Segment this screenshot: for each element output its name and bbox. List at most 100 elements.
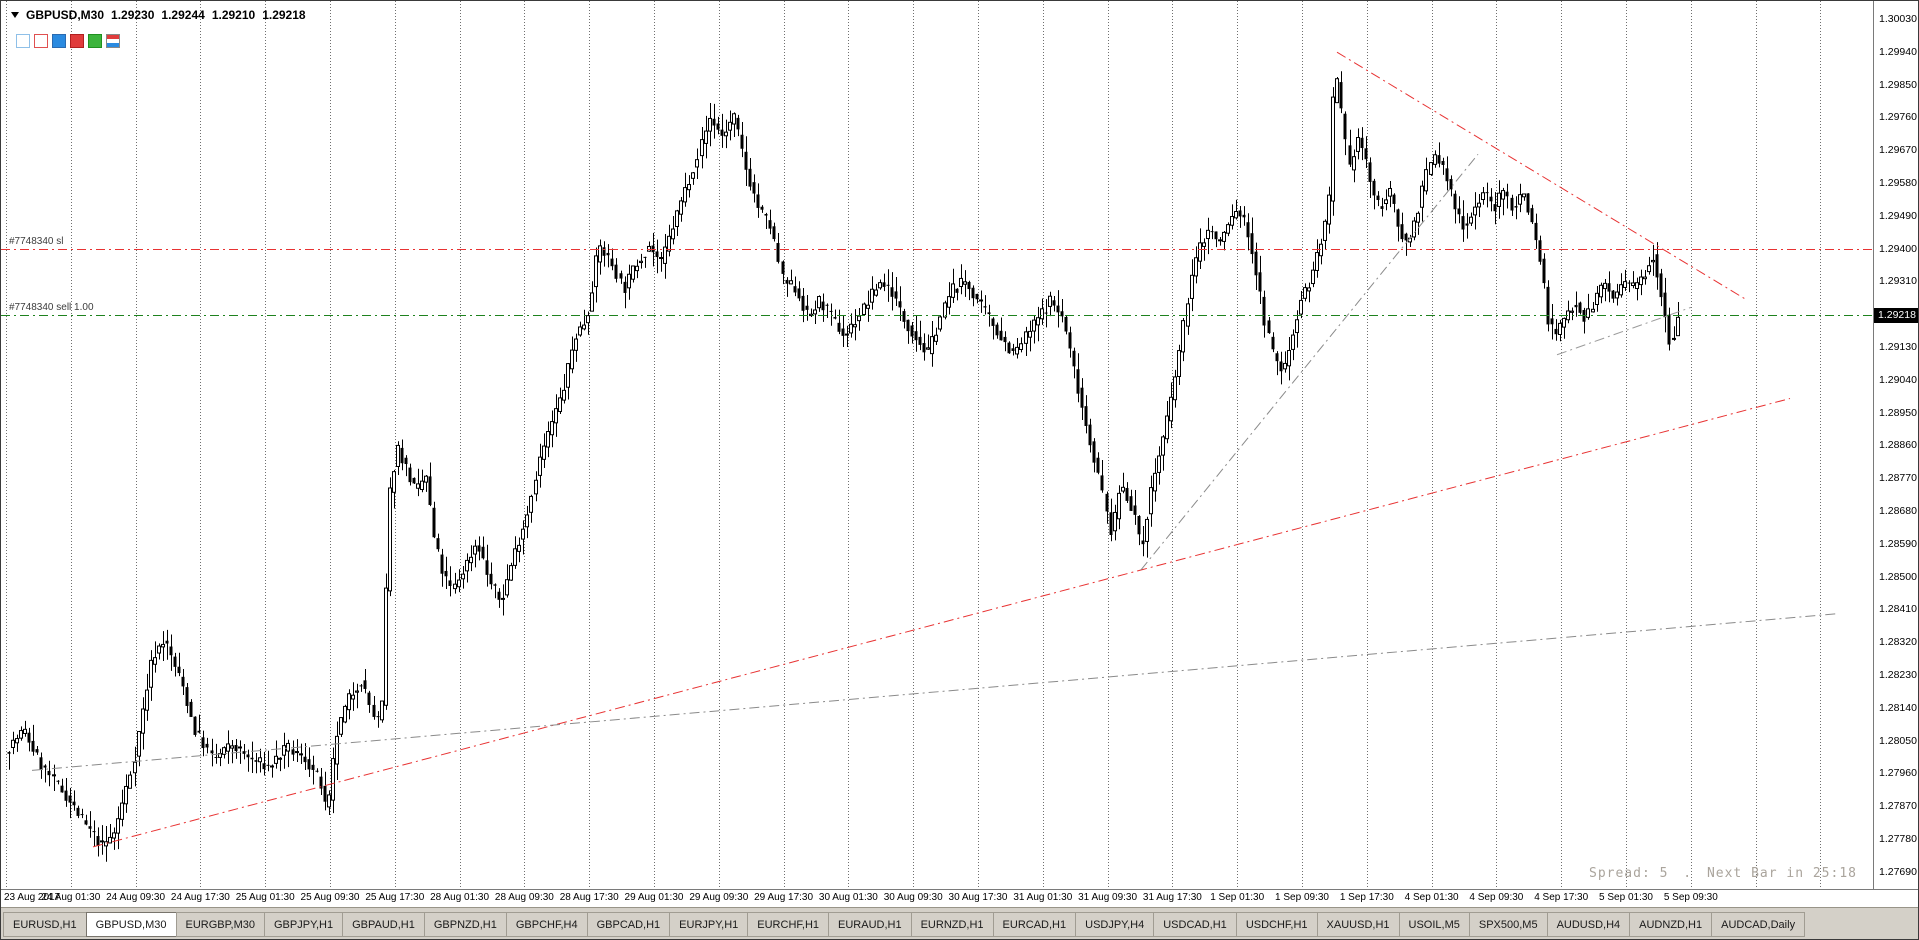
chart-tab-gbpaud-h1[interactable]: GBPAUD,H1: [342, 912, 424, 937]
price-axis-label: 1.27960: [1879, 767, 1917, 780]
price-axis-label: 1.29310: [1879, 275, 1917, 288]
current-price-tag: 1.29218: [1874, 307, 1918, 323]
chart-ohlc-header: GBPUSD,M30 1.29230 1.29244 1.29210 1.292…: [11, 8, 306, 22]
price-axis-label: 1.28590: [1879, 537, 1917, 550]
ohlc-low-value: 1.29210: [211, 8, 256, 22]
flag-stripe: [107, 35, 119, 39]
time-axis-label: 28 Aug 09:30: [494, 892, 554, 903]
chart-tab-usoil-m5[interactable]: USOIL,M5: [1398, 912, 1469, 937]
chart-tab-eurgbp-m30[interactable]: EURGBP,M30: [175, 912, 264, 937]
price-axis-label: 1.29850: [1879, 78, 1917, 91]
chart-tab-eurjpy-h1[interactable]: EURJPY,H1: [669, 912, 748, 937]
candles: [7, 71, 1680, 862]
time-axis-label: 30 Aug 17:30: [948, 892, 1008, 903]
price-axis-label: 1.28050: [1879, 734, 1917, 747]
price-axis-label: 1.29040: [1879, 373, 1917, 386]
chart-tab-gbpnzd-h1[interactable]: GBPNZD,H1: [423, 912, 506, 937]
price-axis-label: 1.28770: [1879, 472, 1917, 485]
order-lines: [1, 249, 1873, 316]
time-axis-label: 23 Aug 2017: [4, 892, 61, 903]
chart-tab-gbpchf-h4[interactable]: GBPCHF,H4: [505, 912, 587, 937]
chart-tab-gbpusd-m30[interactable]: GBPUSD,M30: [85, 912, 176, 937]
time-axis-label: 4 Sep 17:30: [1534, 892, 1589, 903]
object-blue-icon[interactable]: [52, 34, 66, 48]
chart-tab-euraud-h1[interactable]: EURAUD,H1: [828, 912, 911, 937]
spread-label: Spread: 5: [1589, 866, 1669, 881]
time-axis-label: 29 Aug 09:30: [689, 892, 749, 903]
chart-tab-eurusd-h1[interactable]: EURUSD,H1: [3, 912, 86, 937]
grid-lines: [6, 1, 1821, 889]
time-axis-label: 5 Sep 09:30: [1663, 892, 1718, 903]
chart-tab-spx500-m5[interactable]: SPX500,M5: [1468, 912, 1547, 937]
chart-tab-usdjpy-h4[interactable]: USDJPY,H4: [1075, 912, 1154, 937]
chart-tab-audusd-h4[interactable]: AUDUSD,H4: [1546, 912, 1630, 937]
time-axis-label: 29 Aug 17:30: [754, 892, 814, 903]
chart-tab-usdcad-h1[interactable]: USDCAD,H1: [1153, 912, 1236, 937]
time-axis-label: 24 Aug 01:30: [41, 892, 101, 903]
price-axis-label: 1.30030: [1879, 12, 1917, 25]
price-axis-label: 1.29940: [1879, 45, 1917, 58]
price-axis[interactable]: 1.30030 1.29940 1.29850 1.29760 1.29670 1.295…: [1873, 1, 1918, 889]
chart-tab-gbpcad-h1[interactable]: GBPCAD,H1: [586, 912, 670, 937]
chart-object-toolbar: [16, 34, 120, 48]
time-axis-label: 1 Sep 17:30: [1339, 892, 1394, 903]
object-flag-icon[interactable]: [106, 34, 120, 48]
price-axis-label: 1.28500: [1879, 570, 1917, 583]
chart-tab-eurnzd-h1[interactable]: EURNZD,H1: [910, 912, 993, 937]
symbol-period-label: GBPUSD,M30: [26, 8, 105, 22]
trendline-long-ascending-gray: [31, 613, 1840, 771]
ohlc-open-value: 1.29230: [111, 8, 155, 22]
time-axis-label: 25 Aug 09:30: [300, 892, 360, 903]
symbol-dropdown-icon[interactable]: [11, 12, 19, 18]
trendline-steep-ascending-gray: [1140, 153, 1479, 571]
object-green-icon[interactable]: [88, 34, 102, 48]
chart-tab-eurcad-h1[interactable]: EURCAD,H1: [992, 912, 1076, 937]
trendline-minor-ascending-gray: [1556, 306, 1692, 356]
status-separator: .: [1683, 866, 1693, 881]
ohlc-high-value: 1.29244: [161, 8, 205, 22]
chart-tab-usdchf-h1[interactable]: USDCHF,H1: [1235, 912, 1317, 937]
time-axis[interactable]: 23 Aug 2017 24 Aug 01:30 24 Aug 09:30 24 Au…: [1, 889, 1918, 907]
time-axis-label: 24 Aug 17:30: [170, 892, 230, 903]
order-line-label-1: #7748340 sell 1.00: [9, 301, 94, 313]
order-line-label-0: #7748340 sl: [9, 235, 64, 247]
price-axis-label: 1.28230: [1879, 669, 1917, 682]
object-red-icon[interactable]: [70, 34, 84, 48]
time-axis-label: 25 Aug 01:30: [235, 892, 295, 903]
price-axis-label: 1.29490: [1879, 209, 1917, 222]
price-axis-label: 1.29760: [1879, 111, 1917, 124]
chart-tab-eurchf-h1[interactable]: EURCHF,H1: [747, 912, 829, 937]
price-axis-label: 1.27870: [1879, 800, 1917, 813]
price-axis-label: 1.28680: [1879, 505, 1917, 517]
time-axis-label: 31 Aug 09:30: [1078, 892, 1138, 903]
price-axis-label: 1.29130: [1879, 340, 1917, 353]
price-axis-label: 1.28320: [1879, 636, 1917, 649]
object-white-icon[interactable]: [16, 34, 30, 48]
chart-tab-audnzd-h1[interactable]: AUDNZD,H1: [1629, 912, 1712, 937]
time-axis-label: 1 Sep 09:30: [1275, 892, 1329, 903]
ohlc-close-value: 1.29218: [262, 8, 306, 22]
chart-tab-gbpjpy-h1[interactable]: GBPJPY,H1: [264, 912, 343, 937]
price-axis-label: 1.29580: [1879, 176, 1917, 189]
flag-stripe: [107, 39, 119, 43]
price-axis-label: 1.29400: [1879, 242, 1917, 255]
price-axis-label: 1.28860: [1879, 439, 1917, 452]
object-red-outline-icon[interactable]: [34, 34, 48, 48]
chart-tab-xauusd-h1[interactable]: XAUUSD,H1: [1316, 912, 1399, 937]
trendlines: [31, 51, 1840, 848]
spread-nextbar-status: Spread: 5 . Next Bar in 25:18: [1583, 866, 1857, 881]
trendline-descending-resistance-red: [1336, 51, 1748, 301]
time-axis-label: 25 Aug 17:30: [365, 892, 425, 903]
time-axis-label: 28 Aug 01:30: [430, 892, 490, 903]
time-axis-label: 30 Aug 01:30: [818, 892, 878, 903]
chart-tabs-bar: EURUSD,H1 GBPUSD,M30 EURGBP,M30 GBPJPY,H1 GB…: [1, 907, 1918, 939]
time-axis-label: 31 Aug 17:30: [1142, 892, 1202, 903]
price-axis-label: 1.28410: [1879, 603, 1917, 616]
price-axis-label: 1.28140: [1879, 701, 1917, 714]
time-axis-label: 4 Sep 09:30: [1469, 892, 1524, 903]
flag-stripe: [107, 43, 119, 47]
candlestick-plot[interactable]: [1, 1, 1873, 889]
time-axis-label: 5 Sep 01:30: [1599, 892, 1653, 903]
chart-tab-audcad-daily[interactable]: AUDCAD,Daily: [1711, 912, 1806, 937]
chart-canvas[interactable]: GBPUSD,M30 1.29230 1.29244 1.29210 1.292…: [1, 1, 1873, 889]
